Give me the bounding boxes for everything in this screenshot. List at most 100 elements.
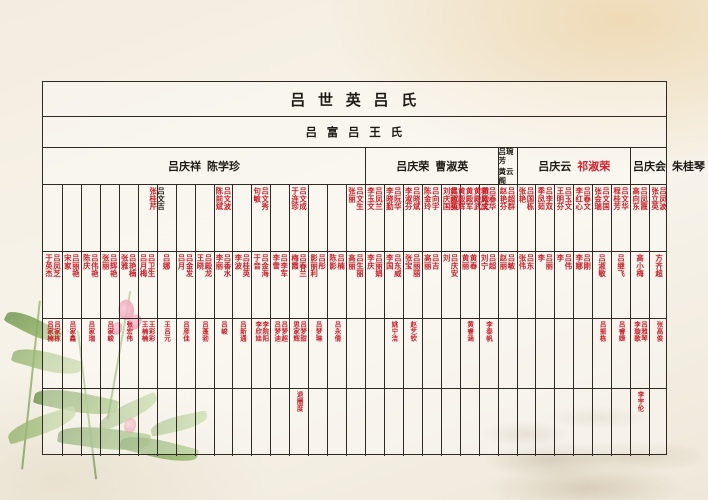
g4-name-cell[interactable]: 吕凤霞 高向东: [630, 184, 649, 251]
g6-name-cell[interactable]: 吕梦琳: [308, 318, 327, 388]
column-divider: [611, 184, 613, 456]
g4-name-cell[interactable]: 吕文波 陈前斌: [214, 184, 233, 251]
g5-name-cell[interactable]: 吕继飞: [611, 251, 630, 318]
g4-person-name: 刘庆国: [442, 187, 452, 211]
g6-name-cell[interactable]: 吕家鑫: [62, 318, 81, 388]
g6-name-cell[interactable]: 吕家瑞: [81, 318, 100, 388]
g4-name-cell[interactable]: 吕文成 于连珍: [289, 184, 308, 251]
g5-name-cell[interactable]: 吕伟艳 陈庆: [81, 251, 100, 318]
g5-name-cell[interactable]: 吕卫生 吕月梅: [138, 251, 157, 318]
g4-name-cell[interactable]: 吕超群 赵艳芬: [498, 184, 517, 251]
g5-person-name: 吕庆安: [450, 254, 460, 278]
g4-name-cell[interactable]: 吕春文 李红心: [573, 184, 592, 251]
g5-name-cell[interactable]: 吕香水 李丽: [214, 251, 233, 318]
g6-name-cell[interactable]: 吕新通: [232, 318, 251, 388]
g4-name-cell[interactable]: 黄殿文 黄殿武 黄殿军 黄殿辉 黄丽丽: [449, 184, 490, 251]
g6-name-cell[interactable]: 吕振栋: [592, 318, 611, 388]
column-divider: [61, 184, 63, 456]
g5-name-cell[interactable]: 方齐超: [649, 251, 668, 318]
g6-name-cell[interactable]: 王彩彩 王楠楠: [138, 318, 157, 388]
g4-name-cell[interactable]: 吕文国 张会瑞: [592, 184, 611, 251]
g5-name-cell[interactable]: 吕楠 陈影: [327, 251, 346, 318]
gen3-couple-g3-qinghui[interactable]: 吕庆会 朱桂琴: [630, 148, 707, 184]
g6-name-cell[interactable]: 吕家栋 吕家楠: [43, 318, 62, 388]
g7-name-cell[interactable]: 李宇伦: [630, 388, 649, 456]
g4-name-cell[interactable]: 吕李双 季凤茹: [535, 184, 554, 251]
g5-name-cell[interactable]: 吕桂英 李波: [232, 251, 251, 318]
g4-name-cell[interactable]: 吕淑英 刘庆国: [441, 184, 460, 251]
g6-person-name: 吕家鑫: [67, 321, 75, 342]
g5-name-cell[interactable]: 吕春兰 梅霞: [289, 251, 308, 318]
g5-name-cell[interactable]: 吕艳楠 张雅: [119, 251, 138, 318]
g4-name-cell[interactable]: 吕阮华 李晓勤: [384, 184, 403, 251]
g6-name-cell[interactable]: 张宏伟: [119, 318, 138, 388]
g5-name-cell[interactable]: 吕金海 于音: [251, 251, 270, 318]
g6-name-cell[interactable]: 吕梦超 吕梦迪: [270, 318, 289, 388]
g6-name-cell[interactable]: 吕彦佳: [176, 318, 195, 388]
g4-name-cell[interactable]: 吕凤兰 李玉文: [365, 184, 384, 251]
g6-name-cell[interactable]: 王吕元: [157, 318, 176, 388]
g6-name-cell[interactable]: 吕睿婕: [611, 318, 630, 388]
g5-name-cell[interactable]: 吕彤 影丽利: [308, 251, 327, 318]
g5-person-name: 吕伟艳: [90, 254, 100, 278]
g4-name-cell[interactable]: 吕春华 郭风成: [479, 184, 498, 251]
g5-name-cell[interactable]: 吕敏 赵丽: [498, 251, 517, 318]
g4-name-cell[interactable]: 吕文华 程桂芳: [611, 184, 630, 251]
g4-name-cell[interactable]: 吕文吉 张桂芹: [138, 184, 176, 251]
g5-person-name: 吕生丽: [355, 254, 365, 278]
gen3-couple-g3-qingxiang[interactable]: 吕庆祥 陈学珍: [43, 148, 365, 184]
g6-name-cell[interactable]: 吕梦甜 思家辉: [289, 318, 308, 388]
g5-person-name: 吕桂英: [241, 254, 251, 278]
g6-name-cell[interactable]: 李院阳 李欣娃: [251, 318, 270, 388]
g5-name-cell[interactable]: 吕金发 吕月: [176, 251, 195, 318]
g6-name-cell[interactable]: 吕雅琴 李璇歌: [630, 318, 649, 388]
g6-name-cell[interactable]: 黄睿涵: [460, 318, 479, 388]
g5-name-cell[interactable]: 吕伟李: [554, 251, 573, 318]
g5-name-cell[interactable]: 吕娜: [157, 251, 176, 318]
g6-name-cell[interactable]: 吕蓬勃: [195, 318, 214, 388]
g5-name-cell[interactable]: 吕凤芝 于英杰: [43, 251, 62, 318]
g5-person-name: 张伟: [517, 254, 527, 270]
g4-name-cell[interactable]: 吕凤波 张立英: [649, 184, 668, 251]
g4-name-cell[interactable]: 吕向宇 陈金玲: [422, 184, 441, 251]
g6-person-name: 吕梦迪: [272, 321, 280, 342]
g5-name-cell[interactable]: 吕淑敏: [592, 251, 611, 318]
g6-person-name: 吕家楠: [45, 321, 53, 342]
g5-name-cell[interactable]: 吕李军 李雪: [270, 251, 289, 318]
g5-name-cell[interactable]: 吕辉艳 张丽: [100, 251, 119, 318]
g5-name-cell[interactable]: 吕超 刘宁: [479, 251, 498, 318]
g4-name-cell[interactable]: 吕晓斌 李淑芬: [403, 184, 422, 251]
g5-name-cell[interactable]: 高小梅: [630, 251, 649, 318]
g5-name-cell[interactable]: 吕丽丽 张宝: [403, 251, 422, 318]
gen3-husband-name: 吕庆会: [632, 161, 666, 173]
g4-person-name: 黄丽丽: [449, 187, 459, 211]
gen3-couple-g3-qingyun[interactable]: 吕庆云 祁淑荣: [516, 148, 632, 184]
g4-name-cell[interactable]: 吕国栋 张艳: [517, 184, 536, 251]
g6-name-cell[interactable]: 吕峻: [214, 318, 233, 388]
g6-name-cell[interactable]: 吕永倩: [327, 318, 346, 388]
g5-name-cell[interactable]: 吕生丽 高丽: [346, 251, 365, 318]
g5-name-cell[interactable]: 吕东威 李国: [384, 251, 403, 318]
g6-name-cell[interactable]: 李泰帆: [479, 318, 498, 388]
gen3-couple-g3-wanfang[interactable]: 吕琬芳 黄云阁: [497, 147, 518, 185]
g6-name-cell[interactable]: 张高俊: [649, 318, 668, 388]
g5-person-name: 吕金海: [260, 254, 270, 278]
g5-name-cell[interactable]: 吕庆安刘: [441, 251, 460, 318]
g5-name-cell[interactable]: 吕丽李: [535, 251, 554, 318]
g5-name-cell[interactable]: 吕丽娟 李庆: [365, 251, 384, 318]
g7-name-cell[interactable]: 退圈度: [289, 388, 308, 456]
g6-name-cell[interactable]: 吕家峻: [100, 318, 119, 388]
g4-name-cell[interactable]: 吕玉文 王明芬: [554, 184, 573, 251]
g6-name-cell[interactable]: 姚宁洁: [384, 318, 403, 388]
g4-name-cell[interactable]: 吕文秀 句敏: [251, 184, 270, 251]
g5-name-cell[interactable]: 吕吉 高丽: [422, 251, 441, 318]
g6-name-cell[interactable]: 赵艺钦: [403, 318, 422, 388]
g5-name-cell[interactable]: 吕殿龙 王晓: [195, 251, 214, 318]
g5-name-cell[interactable]: 黄春 黄丽: [460, 251, 479, 318]
g5-name-cell[interactable]: 吕刚 李娜: [573, 251, 592, 318]
g4-name-cell[interactable]: 吕文生 张丽: [346, 184, 365, 251]
g5-name-cell[interactable]: 吕东 张伟: [517, 251, 536, 318]
gen3-couple-g3-qingrong[interactable]: 吕庆荣 曹淑英: [365, 148, 499, 184]
g7-person-name: 李宇伦: [636, 391, 644, 412]
g5-name-cell[interactable]: 吕丽艳 宋家: [62, 251, 81, 318]
